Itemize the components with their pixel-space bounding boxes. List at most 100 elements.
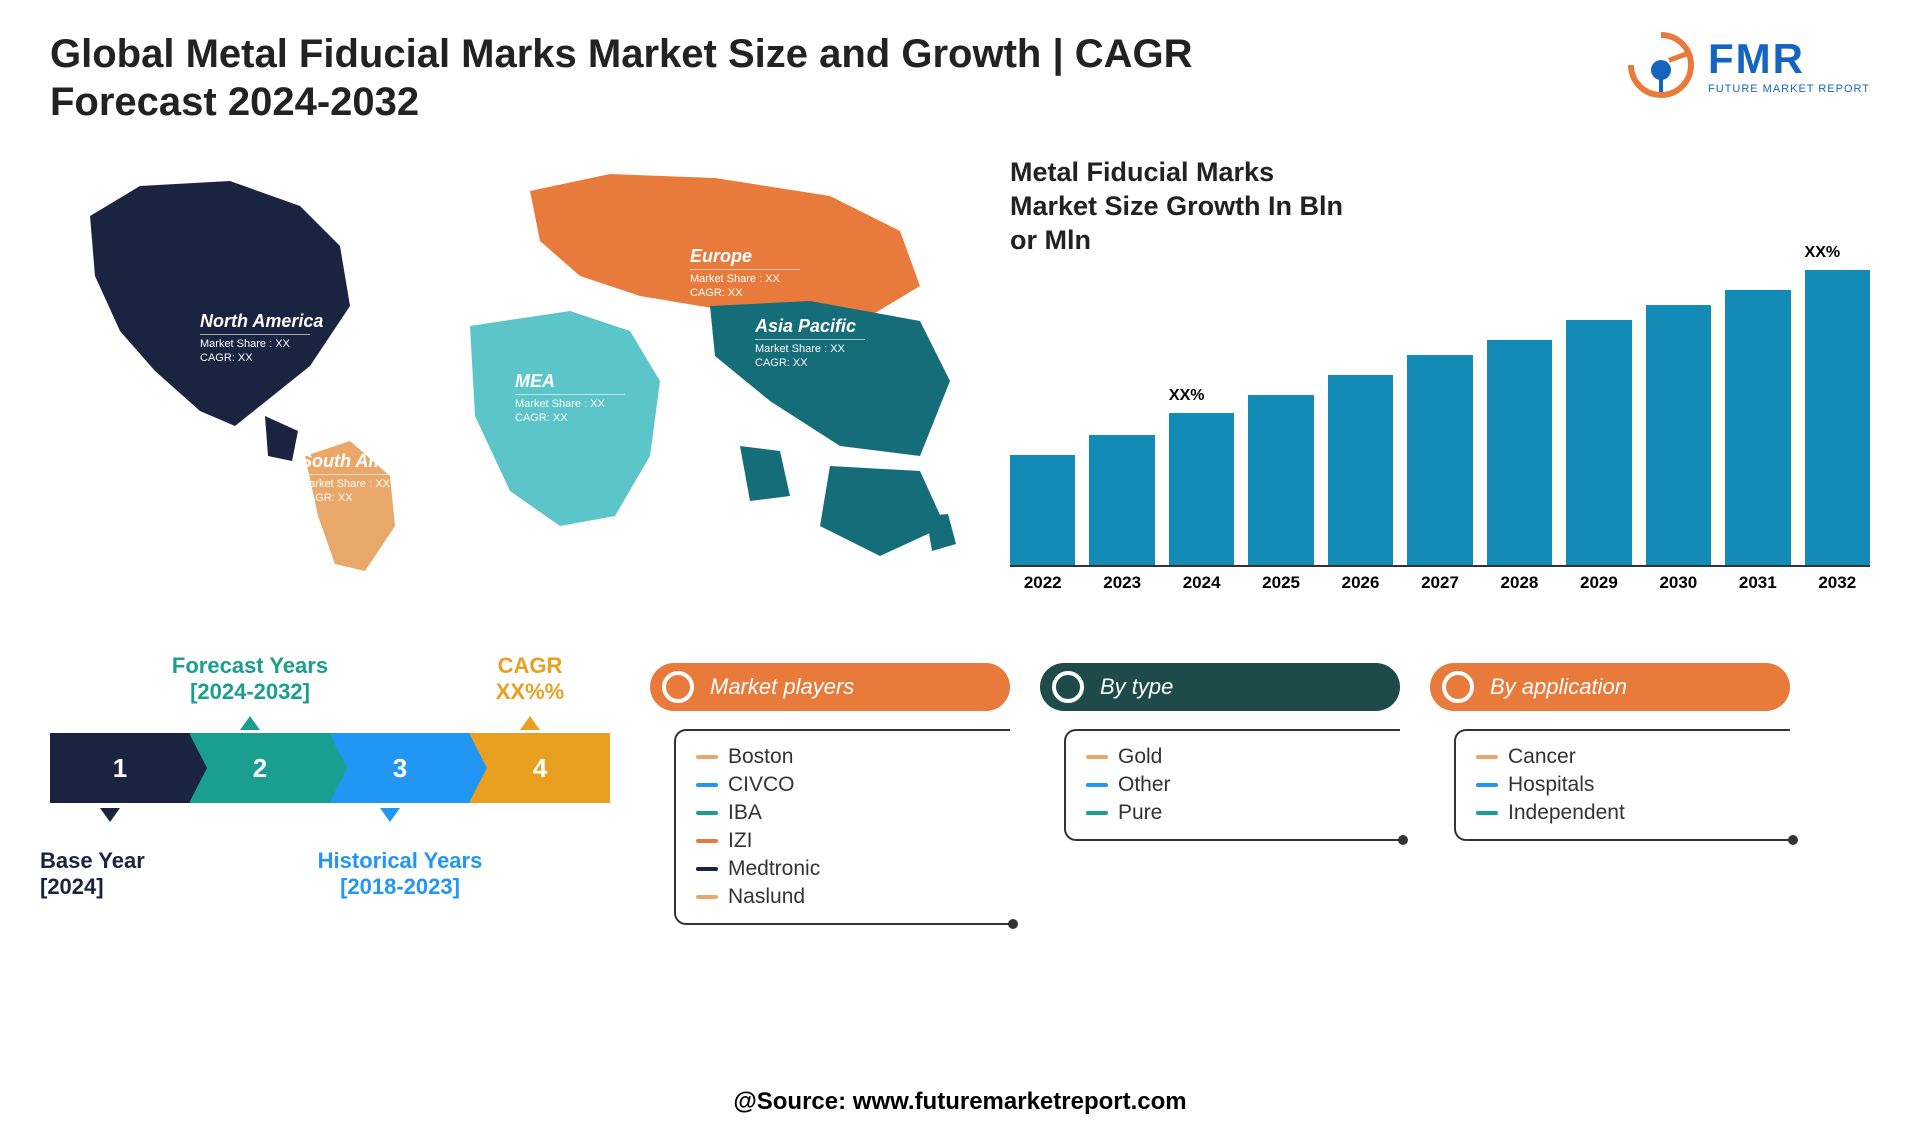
cagr-label: CAGR XX%%	[470, 653, 590, 705]
region-label-ap: Asia PacificMarket Share : XXCAGR: XX	[755, 316, 865, 371]
bar-col	[1407, 355, 1472, 565]
dash-icon	[696, 839, 718, 843]
dash-icon	[696, 895, 718, 899]
categories: Market players Boston CIVCO IBA IZI Medtronic…	[650, 663, 1870, 925]
category-item-label: Naslund	[728, 885, 805, 909]
year-label: 2022	[1010, 573, 1075, 593]
dash-icon	[696, 867, 718, 871]
region-label-eu: EuropeMarket Share : XXCAGR: XX	[690, 246, 800, 301]
arrow-up-icon	[520, 716, 540, 730]
category-item: CIVCO	[696, 773, 1010, 797]
forecast-label: Forecast Years [2024-2032]	[160, 653, 340, 705]
category-list: Boston CIVCO IBA IZI Medtronic Naslund	[674, 729, 1010, 925]
year-label: 2026	[1328, 573, 1393, 593]
category-item: Boston	[696, 745, 1010, 769]
bar: XX%	[1169, 413, 1234, 565]
category-item: Hospitals	[1476, 773, 1790, 797]
dash-icon	[1086, 755, 1108, 759]
category-item-label: Medtronic	[728, 857, 820, 881]
category-item: Other	[1086, 773, 1400, 797]
historical-label: Historical Years [2018-2023]	[310, 848, 490, 900]
year-label: 2029	[1566, 573, 1631, 593]
base-year-label: Base Year [2024]	[40, 848, 200, 900]
bar-annotation: XX%	[1169, 387, 1205, 405]
top-row: North AmericaMarket Share : XXCAGR: XXSo…	[50, 156, 1870, 593]
logo-text: FMR FUTURE MARKET REPORT	[1708, 35, 1870, 95]
dash-icon	[696, 811, 718, 815]
logo-subtitle: FUTURE MARKET REPORT	[1708, 83, 1870, 95]
bottom-row: Forecast Years [2024-2032] CAGR XX%% 123…	[50, 663, 1870, 925]
header: Global Metal Fiducial Marks Market Size …	[50, 30, 1870, 126]
arrow-down-icon	[100, 808, 120, 822]
dash-icon	[1086, 783, 1108, 787]
bar-chart-area: Metal Fiducial Marks Market Size Growth …	[1010, 156, 1870, 593]
category-list: Gold Other Pure	[1064, 729, 1400, 841]
chart-title: Metal Fiducial Marks Market Size Growth …	[1010, 156, 1360, 257]
year-label: 2030	[1646, 573, 1711, 593]
hist-range: [2018-2023]	[340, 874, 460, 899]
category-item-label: Gold	[1118, 745, 1162, 769]
timeline: Forecast Years [2024-2032] CAGR XX%% 123…	[50, 663, 610, 803]
timeline-segment: 4	[470, 733, 610, 803]
category-item: Naslund	[696, 885, 1010, 909]
hist-title: Historical Years	[318, 848, 483, 873]
forecast-title: Forecast Years	[172, 653, 328, 678]
category-item-label: Cancer	[1508, 745, 1576, 769]
bar-col	[1725, 290, 1790, 565]
category-item-label: IBA	[728, 801, 762, 825]
forecast-range: [2024-2032]	[190, 679, 310, 704]
page-title: Global Metal Fiducial Marks Market Size …	[50, 30, 1250, 126]
bar	[1725, 290, 1790, 565]
category-item-label: IZI	[728, 829, 753, 853]
category-box: Market players Boston CIVCO IBA IZI Medtronic…	[650, 663, 1010, 925]
source-attribution: @Source: www.futuremarketreport.com	[733, 1088, 1186, 1116]
bar-col: XX%	[1805, 270, 1870, 565]
bar-col	[1010, 455, 1075, 565]
dash-icon	[1476, 811, 1498, 815]
category-item: Cancer	[1476, 745, 1790, 769]
bar	[1010, 455, 1075, 565]
category-pill: Market players	[650, 663, 1010, 711]
bar-col	[1328, 375, 1393, 565]
base-range: [2024]	[40, 874, 104, 899]
category-item: IBA	[696, 801, 1010, 825]
dash-icon	[1476, 755, 1498, 759]
year-label: 2031	[1725, 573, 1790, 593]
cagr-title: CAGR	[498, 653, 563, 678]
bar	[1646, 305, 1711, 565]
year-label: 2025	[1248, 573, 1313, 593]
category-item-label: Other	[1118, 773, 1171, 797]
timeline-segment: 3	[330, 733, 470, 803]
year-label: 2027	[1407, 573, 1472, 593]
bar	[1487, 340, 1552, 565]
logo-fmr: FMR	[1708, 35, 1870, 83]
category-item: Independent	[1476, 801, 1790, 825]
bar-chart: XX% XX%	[1010, 267, 1870, 567]
timeline-segment: 2	[190, 733, 330, 803]
bar-col: XX%	[1169, 413, 1234, 565]
category-box: By type Gold Other Pure	[1040, 663, 1400, 925]
category-item-label: Hospitals	[1508, 773, 1594, 797]
base-title: Base Year	[40, 848, 145, 873]
category-item: IZI	[696, 829, 1010, 853]
world-map: North AmericaMarket Share : XXCAGR: XXSo…	[50, 156, 970, 576]
dash-icon	[1086, 811, 1108, 815]
bar	[1407, 355, 1472, 565]
category-pill: By type	[1040, 663, 1400, 711]
category-item: Pure	[1086, 801, 1400, 825]
category-item-label: Pure	[1118, 801, 1162, 825]
bar-annotation: XX%	[1805, 244, 1841, 262]
bar	[1328, 375, 1393, 565]
cagr-value: XX%%	[496, 679, 564, 704]
timeline-segment: 1	[50, 733, 190, 803]
dash-icon	[1476, 783, 1498, 787]
year-label: 2023	[1089, 573, 1154, 593]
category-item: Gold	[1086, 745, 1400, 769]
bar-col	[1487, 340, 1552, 565]
arrow-up-icon	[240, 716, 260, 730]
bar	[1248, 395, 1313, 565]
category-pill: By application	[1430, 663, 1790, 711]
category-list: Cancer Hospitals Independent	[1454, 729, 1790, 841]
year-label: 2024	[1169, 573, 1234, 593]
year-label: 2028	[1487, 573, 1552, 593]
